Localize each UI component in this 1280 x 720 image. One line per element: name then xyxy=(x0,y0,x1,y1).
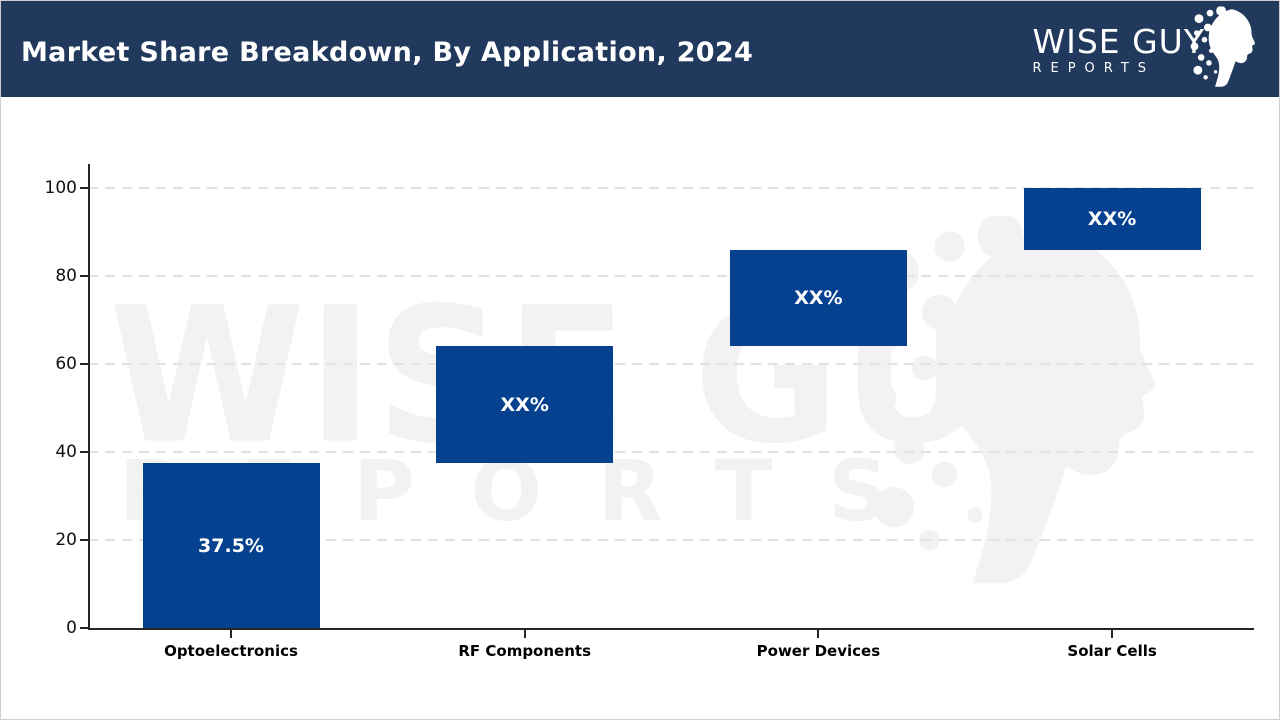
bar-rf-components: XX% xyxy=(436,346,614,463)
bar-value-label-power-devices: XX% xyxy=(794,286,843,309)
bar-value-label-optoelectronics: 37.5% xyxy=(198,534,264,557)
page-title: Market Share Breakdown, By Application, … xyxy=(21,36,754,68)
logo-subtitle: REPORTS xyxy=(1032,61,1156,76)
y-tick-label-100: 100 xyxy=(44,178,77,198)
x-tick-rf-components xyxy=(523,630,526,638)
y-tick-40 xyxy=(80,451,88,453)
y-tick-100 xyxy=(80,187,88,189)
header: Market Share Breakdown, By Application, … xyxy=(1,1,1279,97)
category-label-solar-cells: Solar Cells xyxy=(1067,642,1157,660)
category-label-optoelectronics: Optoelectronics xyxy=(164,642,298,660)
category-label-power-devices: Power Devices xyxy=(756,642,881,660)
gridline-y80 xyxy=(88,275,1254,277)
bar-power-devices: XX% xyxy=(729,249,907,347)
y-tick-60 xyxy=(80,363,88,365)
x-tick-optoelectronics xyxy=(230,630,232,638)
gridline-y60 xyxy=(88,363,1254,365)
y-tick-label-20: 20 xyxy=(55,530,77,550)
wiseguy-logo-text: WISE GUY REPORTS xyxy=(1032,25,1205,75)
category-label-rf-components: RF Components xyxy=(458,642,591,660)
gridline-y40 xyxy=(88,451,1254,453)
bar-value-label-rf-components: XX% xyxy=(500,393,549,416)
gridline-y100 xyxy=(88,187,1254,189)
y-tick-label-80: 80 xyxy=(55,266,77,286)
y-tick-20 xyxy=(80,539,88,541)
gridline-y20 xyxy=(88,539,1254,541)
bar-solar-cells: XX% xyxy=(1023,188,1201,250)
x-tick-solar-cells xyxy=(1111,630,1114,638)
wiseguy-logo: WISE GUY REPORTS xyxy=(1032,8,1261,90)
bar-value-label-solar-cells: XX% xyxy=(1087,207,1137,230)
y-tick-label-60: 60 xyxy=(55,354,77,374)
y-tick-80 xyxy=(80,275,88,277)
logo-wordmark: WISE GUY xyxy=(1032,22,1205,61)
bar-optoelectronics: 37.5% xyxy=(142,463,320,628)
y-tick-label-40: 40 xyxy=(55,442,77,462)
y-tick-label-0: 0 xyxy=(66,618,77,638)
y-axis-spine xyxy=(88,164,90,630)
x-tick-power-devices xyxy=(817,630,820,638)
x-axis-spine xyxy=(88,628,1254,630)
y-tick-0 xyxy=(80,627,88,629)
